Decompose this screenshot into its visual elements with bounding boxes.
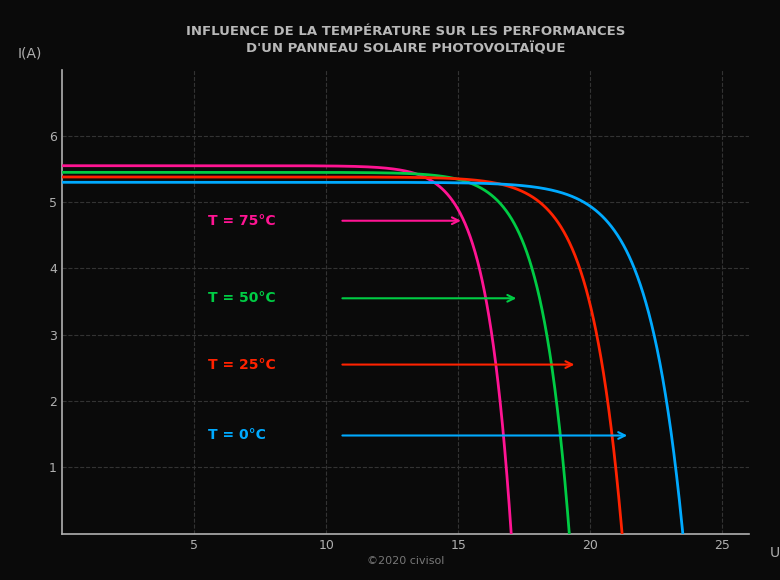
Text: ©2020 civisol: ©2020 civisol bbox=[367, 556, 445, 567]
Text: T = 50°C: T = 50°C bbox=[207, 291, 275, 305]
Text: T = 0°C: T = 0°C bbox=[207, 429, 265, 443]
Text: I(A): I(A) bbox=[17, 46, 42, 60]
Text: U(V): U(V) bbox=[769, 545, 780, 559]
Title: INFLUENCE DE LA TEMPÉRATURE SUR LES PERFORMANCES
D'UN PANNEAU SOLAIRE PHOTOVOLTA: INFLUENCE DE LA TEMPÉRATURE SUR LES PERF… bbox=[186, 25, 626, 56]
Text: T = 75°C: T = 75°C bbox=[207, 214, 275, 228]
Text: T = 25°C: T = 25°C bbox=[207, 358, 275, 372]
